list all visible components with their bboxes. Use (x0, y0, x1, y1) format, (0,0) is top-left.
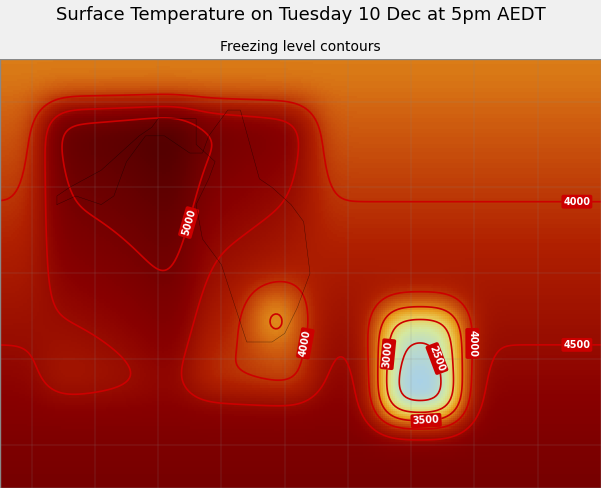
Text: Surface Temperature on Tuesday 10 Dec at 5pm AEDT: Surface Temperature on Tuesday 10 Dec at… (56, 6, 545, 23)
Text: 3500: 3500 (412, 415, 440, 427)
Text: 2500: 2500 (427, 344, 447, 373)
Text: 3000: 3000 (382, 340, 394, 368)
Text: 4000: 4000 (298, 329, 313, 358)
Text: 4000: 4000 (468, 330, 477, 357)
Text: Freezing level contours: Freezing level contours (220, 40, 381, 54)
Text: 5000: 5000 (180, 208, 197, 237)
Text: 4500: 4500 (563, 340, 590, 350)
Text: 4000: 4000 (563, 197, 590, 207)
